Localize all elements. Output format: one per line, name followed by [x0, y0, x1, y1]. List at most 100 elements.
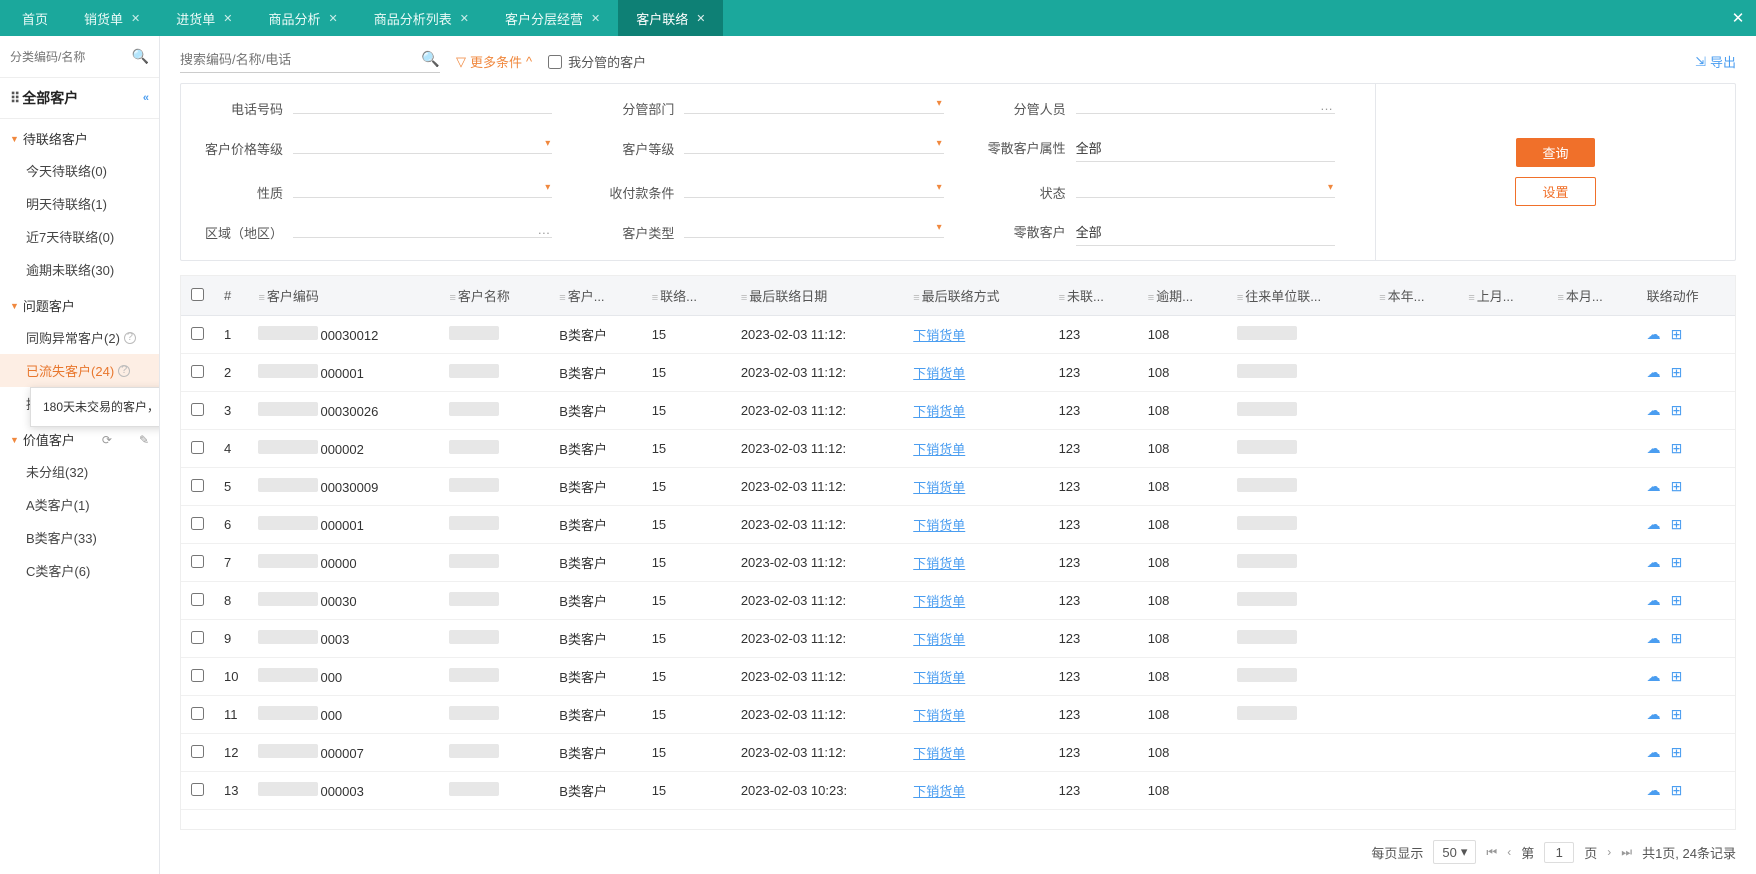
- sidebar-item-class-b[interactable]: B类客户(33): [0, 521, 159, 554]
- sidebar-item-churned[interactable]: 已流失客户(24) ? 180天未交易的客户，视为已流失。: [0, 354, 159, 387]
- last-contact-method-link[interactable]: 下销货单: [913, 708, 965, 723]
- last-contact-method-link[interactable]: 下销货单: [913, 556, 965, 571]
- col-last-contact-date[interactable]: ≡ 最后联络日期: [731, 276, 903, 316]
- table-row[interactable]: 13 000003 B类客户 15 2023-02-03 10:23: 下销货单…: [181, 772, 1735, 810]
- contact-action-icon-2[interactable]: ⊞: [1671, 516, 1683, 533]
- col-contact-days[interactable]: ≡ 联络...: [642, 276, 731, 316]
- col-uncontacted-days[interactable]: ≡ 未联...: [1049, 276, 1138, 316]
- table-row[interactable]: 12 000007 B类客户 15 2023-02-03 11:12: 下销货单…: [181, 734, 1735, 772]
- tab-customer-contact[interactable]: 客户联络 ✕: [618, 0, 723, 36]
- first-page-icon[interactable]: ⏮: [1486, 845, 1497, 860]
- table-row[interactable]: 3 00030026 B类客户 15 2023-02-03 11:12: 下销货…: [181, 392, 1735, 430]
- group-caret-icon[interactable]: ▼: [10, 134, 19, 144]
- last-contact-method-link[interactable]: 下销货单: [913, 594, 965, 609]
- filter-scattered-attr[interactable]: 零散客户属性 全部: [964, 138, 1355, 162]
- contact-action-icon-2[interactable]: ⊞: [1671, 744, 1683, 761]
- main-search-icon[interactable]: 🔍: [421, 50, 440, 68]
- group-title-problem-customers[interactable]: ▼ 问题客户: [0, 286, 159, 321]
- prev-page-icon[interactable]: ‹: [1507, 845, 1511, 859]
- filter-price-level[interactable]: 客户价格等级 ▾: [181, 138, 572, 162]
- my-managed-customers-checkbox[interactable]: 我分管的客户: [548, 52, 646, 71]
- filter-nature[interactable]: 性质 ▾: [181, 182, 572, 202]
- contact-action-icon-2[interactable]: ⊞: [1671, 782, 1683, 799]
- table-row[interactable]: 11 000 B类客户 15 2023-02-03 11:12: 下销货单 12…: [181, 696, 1735, 734]
- sidebar-search-icon[interactable]: 🔍: [132, 48, 149, 65]
- contact-action-icon-1[interactable]: ☁: [1647, 554, 1661, 571]
- contact-action-icon-2[interactable]: ⊞: [1671, 326, 1683, 343]
- last-contact-method-link[interactable]: 下销货单: [913, 328, 965, 343]
- sidebar-item-repurchase-abnormal[interactable]: 同购异常客户(2) ?: [0, 321, 159, 354]
- table-row[interactable]: 5 00030009 B类客户 15 2023-02-03 11:12: 下销货…: [181, 468, 1735, 506]
- last-contact-method-link[interactable]: 下销货单: [913, 632, 965, 647]
- last-contact-method-link[interactable]: 下销货单: [913, 480, 965, 495]
- sidebar-item-tomorrow[interactable]: 明天待联络(1): [0, 187, 159, 220]
- sidebar-item-overdue[interactable]: 逾期未联络(30): [0, 253, 159, 286]
- page-size-select[interactable]: 50 ▾: [1433, 840, 1476, 864]
- contact-action-icon-1[interactable]: ☁: [1647, 592, 1661, 609]
- last-contact-method-link[interactable]: 下销货单: [913, 746, 965, 761]
- contact-action-icon-1[interactable]: ☁: [1647, 364, 1661, 381]
- contact-action-icon-2[interactable]: ⊞: [1671, 592, 1683, 609]
- filter-scattered-customer[interactable]: 零散客户 全部: [964, 222, 1355, 246]
- sidebar-item-today[interactable]: 今天待联络(0): [0, 154, 159, 187]
- contact-action-icon-2[interactable]: ⊞: [1671, 478, 1683, 495]
- help-icon-churned[interactable]: ?: [118, 365, 130, 377]
- table-row[interactable]: 7 00000 B类客户 15 2023-02-03 11:12: 下销货单 1…: [181, 544, 1735, 582]
- filter-department[interactable]: 分管部门 ▾: [572, 98, 963, 118]
- sidebar-item-class-c[interactable]: C类客户(6): [0, 554, 159, 587]
- col-this-month[interactable]: ≡ 本月...: [1547, 276, 1636, 316]
- contact-action-icon-1[interactable]: ☁: [1647, 630, 1661, 647]
- tab-purchase-order[interactable]: 进货单 ✕: [158, 0, 250, 36]
- tab-sales-order-close[interactable]: ✕: [131, 12, 140, 25]
- tab-product-analysis-list[interactable]: 商品分析列表 ✕: [356, 0, 487, 36]
- contact-action-icon-2[interactable]: ⊞: [1671, 554, 1683, 571]
- col-last-month[interactable]: ≡ 上月...: [1458, 276, 1547, 316]
- last-contact-method-link[interactable]: 下销货单: [913, 404, 965, 419]
- all-customers-item[interactable]: ⠿ 全部客户 «: [0, 78, 159, 119]
- next-page-icon[interactable]: ›: [1607, 845, 1611, 859]
- contact-action-icon-2[interactable]: ⊞: [1671, 402, 1683, 419]
- col-this-year[interactable]: ≡ 本年...: [1369, 276, 1458, 316]
- table-row[interactable]: 4 000002 B类客户 15 2023-02-03 11:12: 下销货单 …: [181, 430, 1735, 468]
- contact-action-icon-1[interactable]: ☁: [1647, 516, 1661, 533]
- tab-sales-order[interactable]: 销货单 ✕: [66, 0, 158, 36]
- close-all-tabs-icon[interactable]: ✕: [1720, 0, 1756, 36]
- sidebar-item-7days[interactable]: 近7天待联络(0): [0, 220, 159, 253]
- filter-region[interactable]: 区域（地区）: [181, 222, 572, 246]
- filter-payment-terms[interactable]: 收付款条件 ▾: [572, 182, 963, 202]
- contact-action-icon-1[interactable]: ☁: [1647, 326, 1661, 343]
- contact-action-icon-1[interactable]: ☁: [1647, 706, 1661, 723]
- filter-customer-type[interactable]: 客户类型 ▾: [572, 222, 963, 246]
- col-name[interactable]: ≡ 客户名称: [439, 276, 549, 316]
- contact-action-icon-1[interactable]: ☁: [1647, 440, 1661, 457]
- tab-purchase-order-close[interactable]: ✕: [223, 12, 232, 25]
- table-row[interactable]: 6 000001 B类客户 15 2023-02-03 11:12: 下销货单 …: [181, 506, 1735, 544]
- sidebar-item-class-a[interactable]: A类客户(1): [0, 488, 159, 521]
- col-last-contact-method[interactable]: ≡ 最后联络方式: [903, 276, 1048, 316]
- col-checkbox[interactable]: [181, 276, 214, 316]
- sidebar-search-input[interactable]: [10, 50, 126, 64]
- tab-product-analysis[interactable]: 商品分析 ✕: [250, 0, 355, 36]
- table-row[interactable]: 2 000001 B类客户 15 2023-02-03 11:12: 下销货单 …: [181, 354, 1735, 392]
- group-title-pending-contact[interactable]: ▼ 待联络客户: [0, 119, 159, 154]
- col-code[interactable]: ≡ 客户编码: [248, 276, 439, 316]
- table-row[interactable]: 9 0003 B类客户 15 2023-02-03 11:12: 下销货单 12…: [181, 620, 1735, 658]
- contact-action-icon-2[interactable]: ⊞: [1671, 706, 1683, 723]
- filter-status[interactable]: 状态 ▾: [964, 182, 1355, 202]
- group-caret-icon-3[interactable]: ▼: [10, 435, 19, 445]
- contact-action-icon-1[interactable]: ☁: [1647, 478, 1661, 495]
- sidebar-item-unassigned[interactable]: 未分组(32): [0, 455, 159, 488]
- export-button[interactable]: ⇲ 导出: [1695, 52, 1736, 71]
- col-level[interactable]: ≡ 客户...: [549, 276, 641, 316]
- col-overdue-days[interactable]: ≡ 逾期...: [1138, 276, 1227, 316]
- last-page-icon[interactable]: ⏭: [1621, 845, 1632, 860]
- group-caret-icon-2[interactable]: ▼: [10, 301, 19, 311]
- contact-action-icon-1[interactable]: ☁: [1647, 744, 1661, 761]
- tab-customer-contact-close[interactable]: ✕: [696, 12, 705, 25]
- page-number-input[interactable]: 1: [1544, 842, 1574, 863]
- tab-customer-tier-close[interactable]: ✕: [591, 12, 600, 25]
- tab-customer-tier[interactable]: 客户分层经营 ✕: [487, 0, 618, 36]
- filter-phone[interactable]: 电话号码: [181, 98, 572, 118]
- filter-manager[interactable]: 分管人员: [964, 98, 1355, 118]
- main-search-box[interactable]: 🔍: [180, 50, 440, 73]
